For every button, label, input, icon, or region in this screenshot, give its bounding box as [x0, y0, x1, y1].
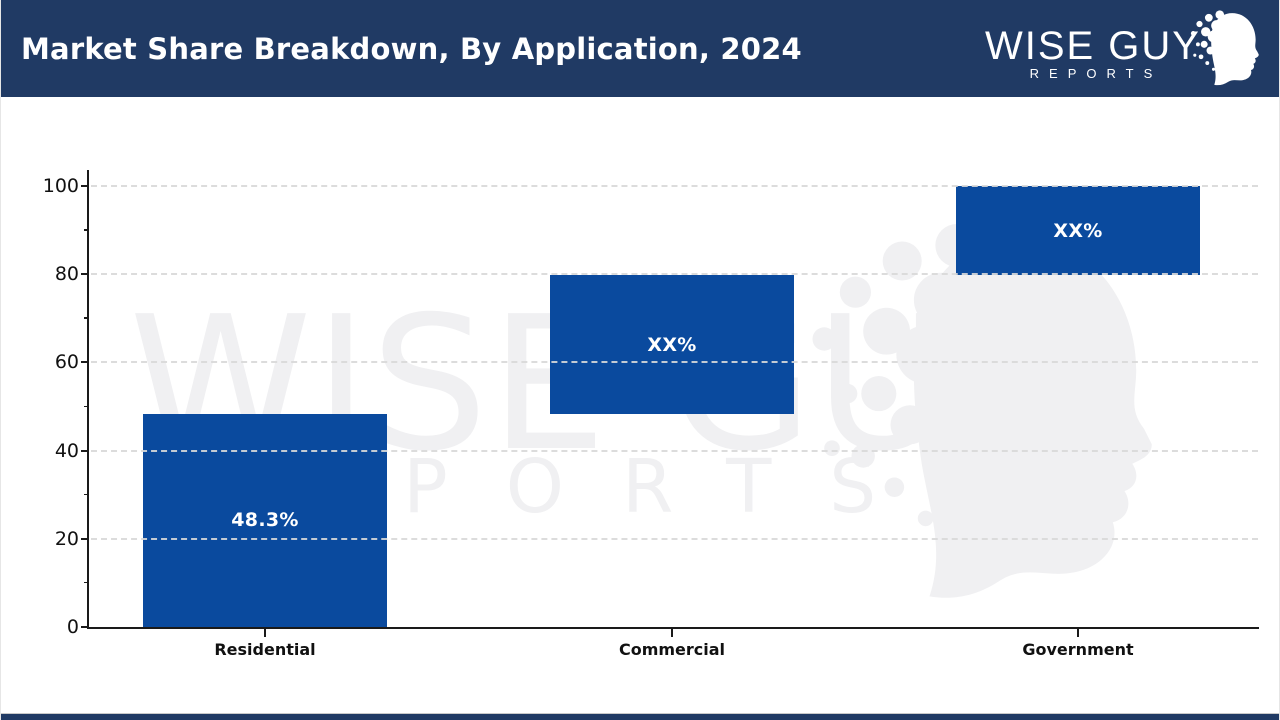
bar-value-label: 48.3% — [231, 509, 298, 531]
y-axis-tick-label: 60 — [27, 351, 79, 373]
bar: XX% — [550, 275, 794, 414]
gridline — [91, 361, 1258, 363]
gridline — [91, 185, 1258, 187]
bar: 48.3% — [143, 414, 387, 627]
logo-subtext: REPORTS — [1024, 66, 1163, 81]
report-chart-page: Market Share Breakdown, By Application, … — [0, 0, 1280, 720]
y-axis-tick-label: 20 — [27, 528, 79, 550]
gridline — [91, 538, 1258, 540]
x-axis-tick — [1077, 629, 1079, 637]
footer-band — [1, 713, 1279, 720]
logo-wordmark: WISE GUY — [985, 24, 1201, 68]
x-axis-category-label: Residential — [145, 640, 385, 659]
x-axis-line — [87, 627, 1259, 629]
x-axis-category-label: Government — [958, 640, 1198, 659]
x-axis-category-label: Commercial — [552, 640, 792, 659]
x-axis-tick — [264, 629, 266, 637]
wise-guy-reports-logo: WISE GUY REPORTS — [985, 6, 1265, 92]
y-axis-tick-label: 0 — [27, 616, 79, 638]
page-title: Market Share Breakdown, By Application, … — [21, 32, 802, 66]
gridline — [91, 273, 1258, 275]
y-axis-tick-label: 40 — [27, 440, 79, 462]
y-axis-tick-label: 80 — [27, 263, 79, 285]
gridline — [91, 450, 1258, 452]
watermark-head-icon — [793, 222, 1183, 612]
dotted-head-icon — [1187, 6, 1265, 92]
y-axis-tick-label: 100 — [27, 175, 79, 197]
header-band: Market Share Breakdown, By Application, … — [1, 0, 1279, 97]
bar: XX% — [956, 186, 1200, 275]
logo-text: WISE GUY REPORTS — [985, 24, 1201, 81]
x-axis-tick — [671, 629, 673, 637]
bar-value-label: XX% — [1053, 220, 1102, 242]
bar-value-label: XX% — [647, 334, 696, 356]
y-axis-line — [87, 170, 89, 629]
